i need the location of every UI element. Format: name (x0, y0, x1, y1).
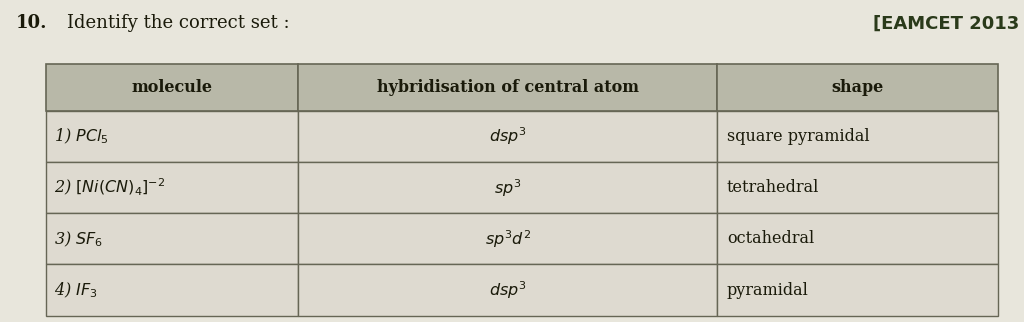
Bar (298, 111, 718, 162)
Text: $sp^3$: $sp^3$ (495, 177, 521, 199)
Text: 2) $[Ni(CN)_4]^{-2}$: 2) $[Ni(CN)_4]^{-2}$ (53, 177, 165, 198)
Bar (46, 213, 298, 264)
Bar (718, 64, 998, 111)
Bar (718, 213, 998, 264)
Text: shape: shape (831, 79, 884, 96)
Text: Identify the correct set :: Identify the correct set : (67, 14, 289, 33)
Text: hybridisation of central atom: hybridisation of central atom (377, 79, 639, 96)
Bar (718, 111, 998, 162)
Bar (718, 264, 998, 316)
Text: $dsp^3$: $dsp^3$ (489, 279, 526, 301)
Bar (718, 162, 998, 213)
Text: square pyramidal: square pyramidal (727, 128, 869, 145)
Text: 1) $PCl_5$: 1) $PCl_5$ (53, 127, 109, 146)
Bar (46, 64, 298, 111)
Text: $dsp^3$: $dsp^3$ (489, 126, 526, 147)
Text: molecule: molecule (132, 79, 213, 96)
Text: octahedral: octahedral (727, 230, 814, 247)
Text: [EAMCET 2013: [EAMCET 2013 (872, 14, 1019, 33)
Bar (298, 64, 718, 111)
Text: 10.: 10. (15, 14, 47, 33)
Text: pyramidal: pyramidal (727, 281, 809, 298)
Bar (298, 162, 718, 213)
Text: $sp^3d^2$: $sp^3d^2$ (485, 228, 531, 250)
Bar (46, 111, 298, 162)
Text: 4) $IF_3$: 4) $IF_3$ (53, 280, 97, 300)
Bar (298, 213, 718, 264)
Bar (298, 264, 718, 316)
Bar (46, 264, 298, 316)
Text: tetrahedral: tetrahedral (727, 179, 819, 196)
Bar (46, 162, 298, 213)
Text: 3) $SF_6$: 3) $SF_6$ (53, 229, 102, 249)
